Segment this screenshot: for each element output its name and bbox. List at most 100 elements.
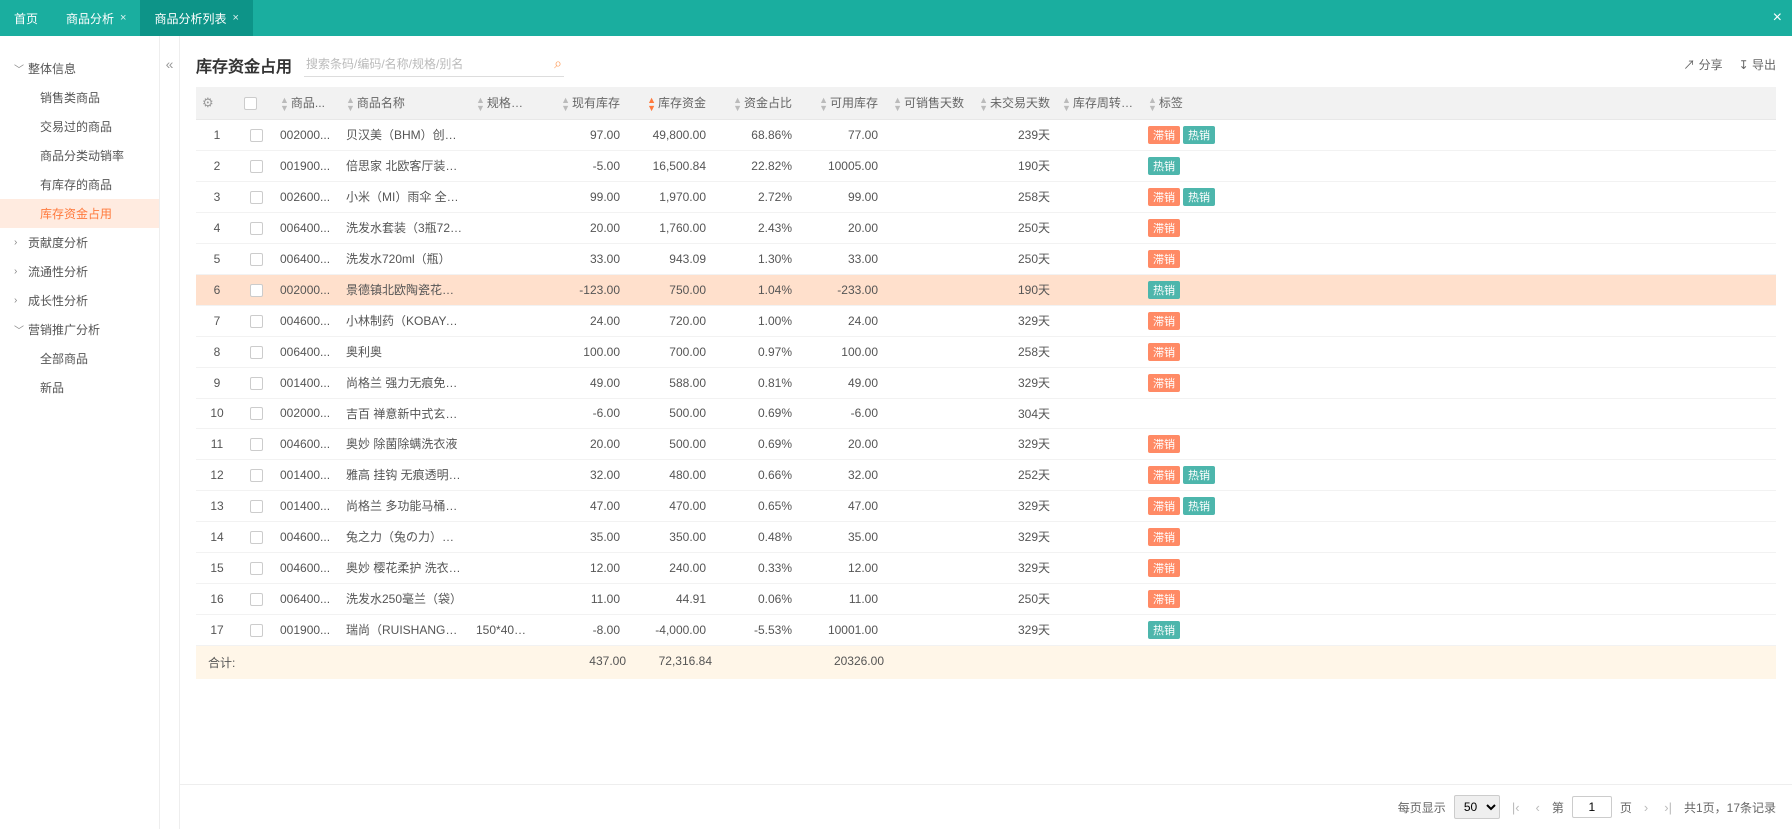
column-header-code[interactable]: ▲▼商品... (274, 87, 340, 119)
pagination: 每页显示 50 |‹ ‹ 第 页 › ›| 共1页，17条记录 (180, 784, 1792, 829)
row-checkbox[interactable] (250, 253, 263, 266)
table-row[interactable]: 2001900...倍思家 北欧客厅装饰画卧室-5.0016,500.8422.… (196, 150, 1776, 181)
table-row[interactable]: 4006400...洗发水套装（3瓶720ml+120.001,760.002.… (196, 212, 1776, 243)
chevron-icon: › (14, 266, 24, 277)
row-checkbox[interactable] (250, 438, 263, 451)
chevron-icon: › (14, 295, 24, 306)
tag-slow: 滞销 (1148, 497, 1180, 515)
share-button[interactable]: ↗ 分享 (1683, 56, 1722, 73)
gear-icon[interactable]: ⚙ (202, 95, 214, 110)
column-header-ratio[interactable]: ▲▼资金占比 (712, 87, 798, 119)
table-row[interactable]: 14004600...兔之力（兔の力）粘毛器粘35.00350.000.48%3… (196, 521, 1776, 552)
search-icon[interactable]: ⌕ (554, 55, 562, 72)
sort-icon: ▲▼ (979, 96, 988, 112)
column-header-capital[interactable]: ▲▼库存资金 (626, 87, 712, 119)
tag-slow: 滞销 (1148, 466, 1180, 484)
row-checkbox[interactable] (250, 191, 263, 204)
tab-首页[interactable]: 首页 (0, 0, 52, 36)
row-checkbox[interactable] (250, 624, 263, 637)
search-input[interactable] (304, 52, 564, 77)
sidebar-group[interactable]: ﹀营销推广分析 (0, 315, 159, 344)
close-icon[interactable]: × (1773, 0, 1782, 36)
column-header-no_trade[interactable]: ▲▼未交易天数 (970, 87, 1056, 119)
tab-商品分析列表[interactable]: 商品分析列表× (140, 0, 252, 36)
row-checkbox[interactable] (250, 129, 263, 142)
page-input[interactable] (1572, 796, 1612, 818)
tag-slow: 滞销 (1148, 219, 1180, 237)
table-row[interactable]: 15004600...奥妙 樱花柔护 洗衣凝珠 1012.00240.000.3… (196, 552, 1776, 583)
sidebar-item[interactable]: 库存资金占用 (0, 199, 159, 228)
page-summary: 共1页，17条记录 (1684, 799, 1776, 816)
tag-hot: 热销 (1183, 497, 1215, 515)
select-all-checkbox[interactable] (244, 97, 257, 110)
tab-商品分析[interactable]: 商品分析× (52, 0, 140, 36)
tag-slow: 滞销 (1148, 250, 1180, 268)
last-page-button[interactable]: ›| (1660, 800, 1676, 815)
sidebar-group[interactable]: ›流通性分析 (0, 257, 159, 286)
column-header-name[interactable]: ▲▼商品名称 (340, 87, 470, 119)
table-row[interactable]: 13001400...尚格兰 多功能马桶刷套装 马47.00470.000.65… (196, 490, 1776, 521)
row-checkbox[interactable] (250, 284, 263, 297)
column-header-sale_days[interactable]: ▲▼可销售天数 (884, 87, 970, 119)
close-tab-icon[interactable]: × (120, 12, 126, 24)
close-tab-icon[interactable]: × (232, 12, 238, 24)
table-row[interactable]: 8006400...奥利奥100.00700.000.97%100.00258天… (196, 336, 1776, 367)
table-row[interactable]: 16006400...洗发水250毫兰（袋）11.0044.910.06%11.… (196, 583, 1776, 614)
sidebar-item[interactable]: 交易过的商品 (0, 112, 159, 141)
row-checkbox[interactable] (250, 315, 263, 328)
row-checkbox[interactable] (250, 562, 263, 575)
first-page-button[interactable]: |‹ (1508, 800, 1524, 815)
column-header-tags[interactable]: ▲▼标签 (1142, 87, 1262, 119)
column-header-rest (1262, 87, 1776, 119)
top-tabbar: 首页商品分析×商品分析列表× × (0, 0, 1792, 36)
row-checkbox[interactable] (250, 160, 263, 173)
per-page-select[interactable]: 50 (1454, 795, 1500, 819)
chevron-icon: › (14, 237, 24, 248)
tag-hot: 热销 (1148, 281, 1180, 299)
tag-slow: 滞销 (1148, 312, 1180, 330)
sort-icon: ▲▼ (819, 96, 828, 112)
chevron-icon: ﹀ (14, 322, 24, 337)
table-row[interactable]: 11004600...奥妙 除菌除螨洗衣液20.00500.000.69%20.… (196, 428, 1776, 459)
sidebar-item[interactable]: 新品 (0, 373, 159, 402)
row-checkbox[interactable] (250, 222, 263, 235)
share-icon: ↗ (1683, 58, 1695, 72)
row-checkbox[interactable] (250, 593, 263, 606)
table-row[interactable]: 10002000...吉百 禅意新中式玄关摆件客-6.00500.000.69%… (196, 398, 1776, 428)
tag-hot: 热销 (1148, 621, 1180, 639)
table-row[interactable]: 6002000...景德镇北欧陶瓷花瓶摆件 伊-123.00750.001.04… (196, 274, 1776, 305)
tag-slow: 滞销 (1148, 343, 1180, 361)
row-checkbox[interactable] (250, 500, 263, 513)
row-checkbox[interactable] (250, 469, 263, 482)
sidebar-group[interactable]: ›贡献度分析 (0, 228, 159, 257)
table-row[interactable]: 3002600...小米（MI）雨伞 全自动折99.001,970.002.72… (196, 181, 1776, 212)
tag-hot: 热销 (1183, 126, 1215, 144)
column-header-avail[interactable]: ▲▼可用库存 (798, 87, 884, 119)
table-row[interactable]: 17001900...瑞尚（RUISHANG）卧室150*40厘米-8.00-4… (196, 614, 1776, 645)
table-row[interactable]: 12001400...雅高 挂钩 无痕透明粘钩 强32.00480.000.66… (196, 459, 1776, 490)
sidebar-item[interactable]: 有库存的商品 (0, 170, 159, 199)
search-box: ⌕ (304, 52, 564, 77)
column-header-stock[interactable]: ▲▼现有库存 (540, 87, 626, 119)
table-row[interactable]: 7004600...小林制药（KOBAYASHI）日24.00720.001.0… (196, 305, 1776, 336)
sidebar-item[interactable]: 全部商品 (0, 344, 159, 373)
table-row[interactable]: 1002000...贝汉美（BHM）创意北欧97.0049,800.0068.8… (196, 119, 1776, 150)
column-header-idx: ⚙ (196, 87, 238, 119)
next-page-button[interactable]: › (1640, 800, 1652, 815)
export-button[interactable]: ↧ 导出 (1739, 56, 1776, 73)
collapse-sidebar-button[interactable]: « (160, 36, 180, 829)
table-row[interactable]: 5006400...洗发水720ml（瓶）33.00943.091.30%33.… (196, 243, 1776, 274)
row-checkbox[interactable] (250, 346, 263, 359)
row-checkbox[interactable] (250, 377, 263, 390)
prev-page-button[interactable]: ‹ (1532, 800, 1544, 815)
table-row[interactable]: 9001400...尚格兰 强力无痕免打孔浴室49.00588.000.81%4… (196, 367, 1776, 398)
row-checkbox[interactable] (250, 531, 263, 544)
sidebar-item[interactable]: 商品分类动销率 (0, 141, 159, 170)
sidebar-item[interactable]: 销售类商品 (0, 83, 159, 112)
data-table: ⚙▲▼商品...▲▼商品名称▲▼规格型号▲▼现有库存▲▼库存资金▲▼资金占比▲▼… (196, 87, 1776, 646)
column-header-turn[interactable]: ▲▼库存周转天数 (1056, 87, 1142, 119)
row-checkbox[interactable] (250, 407, 263, 420)
sidebar-group[interactable]: ›成长性分析 (0, 286, 159, 315)
column-header-spec[interactable]: ▲▼规格型号 (470, 87, 540, 119)
sidebar-group[interactable]: ﹀整体信息 (0, 54, 159, 83)
